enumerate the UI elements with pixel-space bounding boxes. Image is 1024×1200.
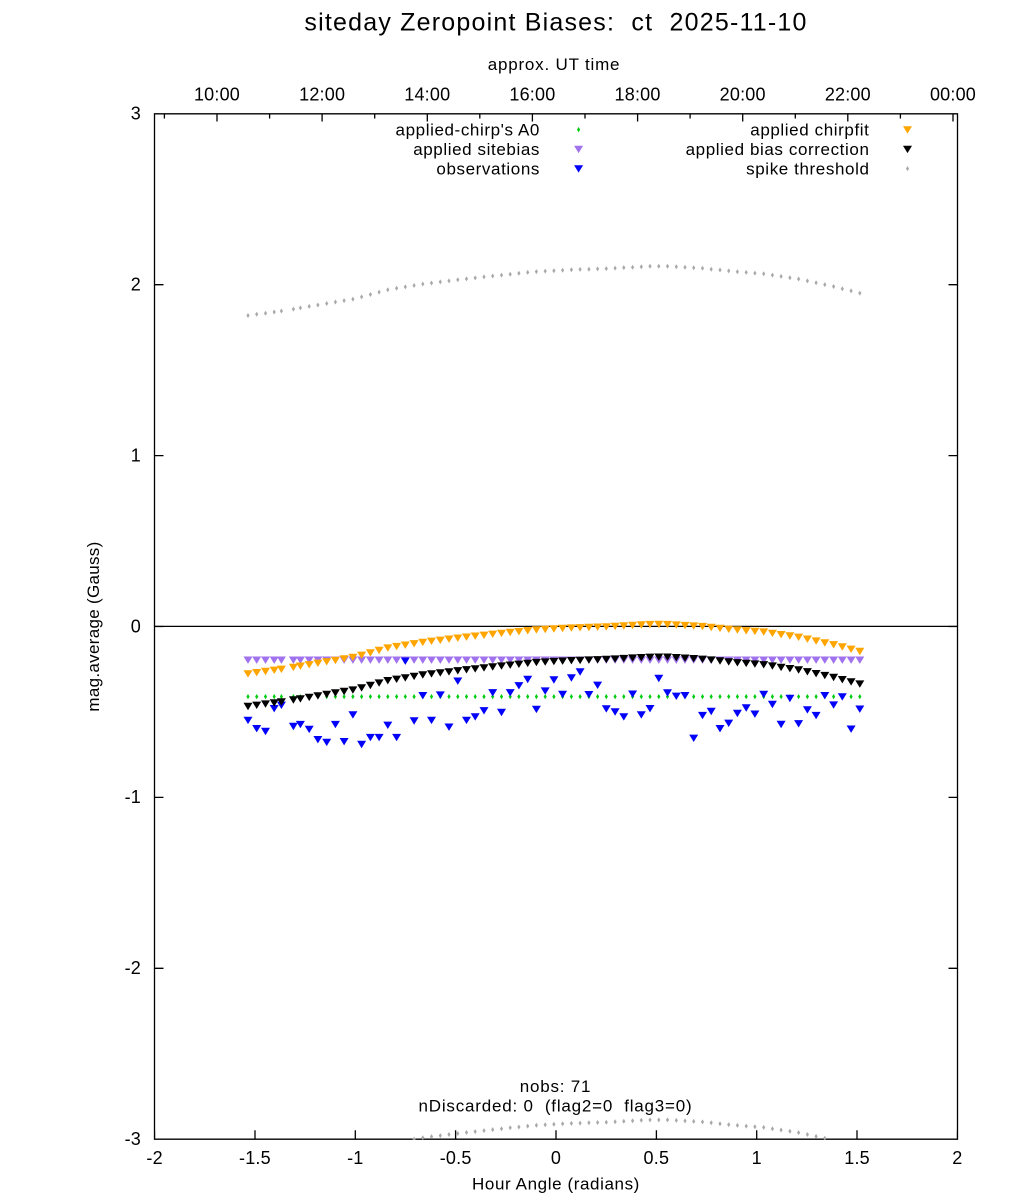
svg-text:mag.average (Gauss): mag.average (Gauss) — [84, 541, 103, 711]
svg-text:10:00: 10:00 — [194, 85, 240, 105]
svg-text:-0.5: -0.5 — [440, 1148, 472, 1168]
svg-text:-3: -3 — [125, 1129, 141, 1149]
svg-text:Hour Angle (radians): Hour Angle (radians) — [472, 1175, 640, 1194]
svg-text:spike threshold: spike threshold — [746, 160, 869, 179]
svg-text:0: 0 — [551, 1148, 561, 1168]
svg-text:00:00: 00:00 — [930, 85, 976, 105]
svg-text:14:00: 14:00 — [404, 85, 450, 105]
svg-text:-1.5: -1.5 — [239, 1148, 271, 1168]
svg-text:22:00: 22:00 — [825, 85, 871, 105]
svg-text:-2: -2 — [146, 1148, 162, 1168]
svg-text:-2: -2 — [125, 958, 141, 978]
svg-text:nobs: 71: nobs: 71 — [520, 1077, 592, 1096]
svg-text:observations: observations — [436, 160, 540, 179]
svg-text:2: 2 — [131, 275, 141, 295]
svg-text:-1: -1 — [347, 1148, 363, 1168]
svg-text:-1: -1 — [125, 787, 141, 807]
svg-text:applied bias correction: applied bias correction — [686, 140, 870, 159]
svg-text:1: 1 — [752, 1148, 762, 1168]
svg-text:12:00: 12:00 — [299, 85, 345, 105]
svg-text:18:00: 18:00 — [615, 85, 661, 105]
svg-text:16:00: 16:00 — [509, 85, 555, 105]
svg-text:1.5: 1.5 — [844, 1148, 870, 1168]
svg-text:1: 1 — [131, 445, 141, 465]
svg-text:0: 0 — [131, 616, 141, 636]
svg-text:approx. UT time: approx. UT time — [488, 55, 621, 74]
svg-text:20:00: 20:00 — [720, 85, 766, 105]
svg-text:applied sitebias: applied sitebias — [413, 140, 540, 159]
svg-text:applied-chirp's A0: applied-chirp's A0 — [396, 121, 540, 140]
svg-text:siteday Zeropoint Biases: ct: siteday Zeropoint Biases: ct 2025-11-10 — [304, 9, 807, 37]
svg-text:applied chirpfit: applied chirpfit — [750, 121, 869, 140]
svg-text:nDiscarded: 0 (flag2=0 flag3: nDiscarded: 0 (flag2=0 flag3=0) — [419, 1097, 693, 1116]
svg-text:0.5: 0.5 — [644, 1148, 670, 1168]
svg-text:2: 2 — [952, 1148, 962, 1168]
svg-text:3: 3 — [131, 104, 141, 124]
